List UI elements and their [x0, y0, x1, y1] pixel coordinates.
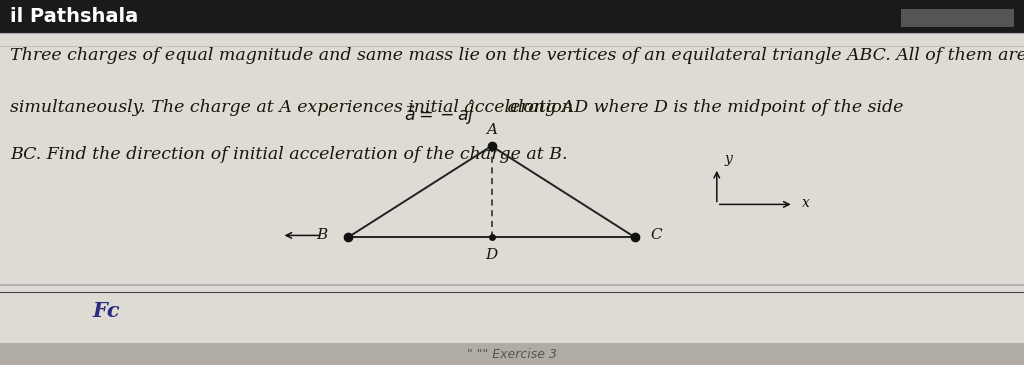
Text: C: C — [650, 228, 662, 242]
Text: il Pathshala: il Pathshala — [10, 7, 138, 26]
FancyBboxPatch shape — [0, 33, 1024, 365]
Text: A: A — [486, 123, 497, 137]
Text: " "" Exercise 3: " "" Exercise 3 — [467, 347, 557, 361]
FancyBboxPatch shape — [901, 9, 1014, 27]
Text: Fc: Fc — [92, 301, 120, 321]
Text: Three charges of equal magnitude and same mass lie on the vertices of an equilat: Three charges of equal magnitude and sam… — [10, 47, 1024, 65]
Text: simultaneously. The charge at A experiences initial acceleration: simultaneously. The charge at A experien… — [10, 99, 579, 116]
Text: D: D — [485, 248, 498, 262]
Text: y: y — [725, 152, 733, 166]
FancyBboxPatch shape — [0, 0, 1024, 33]
Text: B: B — [316, 228, 328, 242]
Text: along AD where D is the midpoint of the side: along AD where D is the midpoint of the … — [502, 99, 903, 116]
Text: x: x — [802, 196, 810, 210]
Text: BC. Find the direction of initial acceleration of the charge at B.: BC. Find the direction of initial accele… — [10, 146, 567, 163]
FancyBboxPatch shape — [0, 343, 1024, 365]
Text: $\vec{a}=-a\hat{j}$: $\vec{a}=-a\hat{j}$ — [404, 99, 476, 127]
